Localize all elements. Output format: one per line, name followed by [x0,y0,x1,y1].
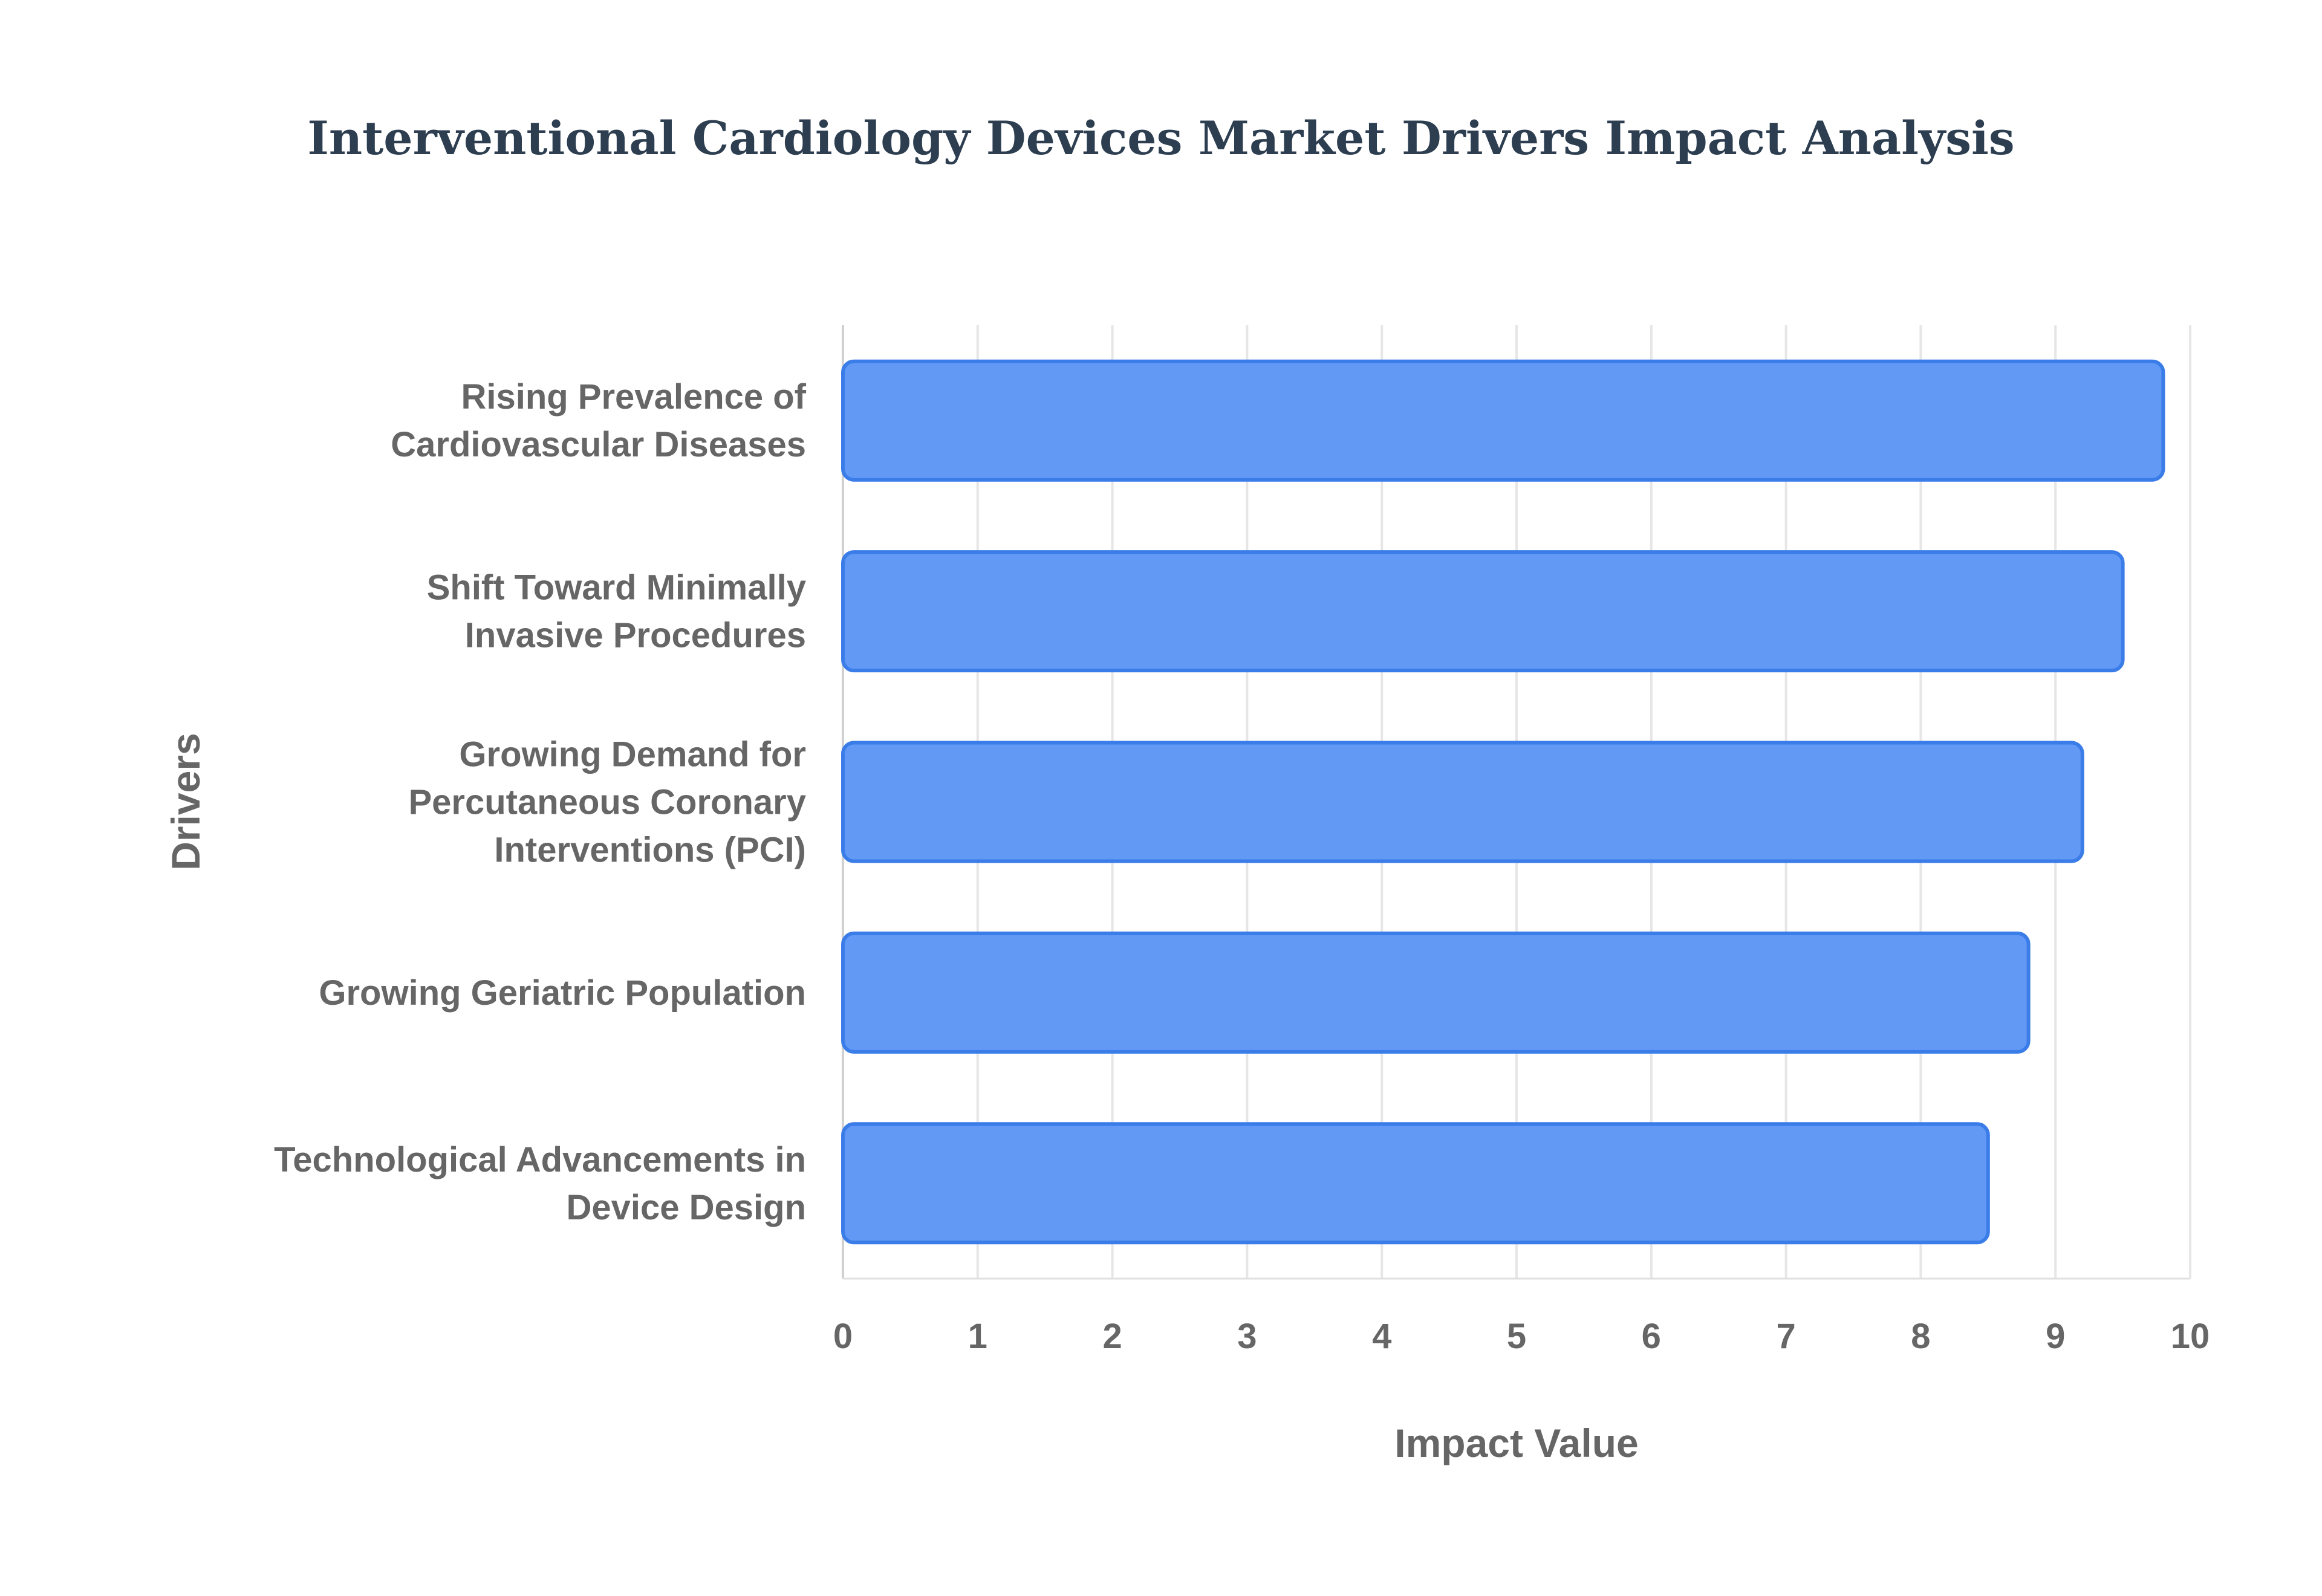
x-tick-label: 5 [1507,1317,1526,1356]
category-label: Rising Prevalence of Cardiovascular Disea… [391,377,806,464]
bar[interactable] [841,359,2165,482]
category-label: Growing Demand for Percutaneous Coronary I… [408,735,806,870]
x-tick-label: 4 [1372,1317,1391,1356]
bars [841,359,2165,1245]
category-label-line: Rising Prevalence of [461,377,806,417]
x-tick-label: 9 [2046,1317,2065,1356]
category-label-line: Percutaneous Coronary [408,783,806,822]
category-label-line: Technological Advancements in [274,1140,806,1179]
x-tick-label: 10 [2171,1317,2210,1356]
category-label: Growing Geriatric Population [319,973,806,1013]
category-label-line: Growing Geriatric Population [319,973,806,1013]
y-category-labels: Rising Prevalence of Cardiovascular Disea… [274,377,807,1227]
category-label-line: Device Design [566,1188,806,1227]
category-label-line: Cardiovascular Diseases [391,425,806,464]
x-tick-label: 6 [1642,1317,1661,1356]
category-label: Technological Advancements in Device Desi… [274,1140,806,1227]
x-tick-label: 0 [833,1317,853,1356]
category-label-line: Growing Demand for [459,735,806,774]
chart-title: Interventional Cardiology Devices Market… [307,111,2014,165]
category-label-line: Invasive Procedures [465,616,806,655]
bar[interactable] [841,1122,1990,1245]
bar[interactable] [841,550,2125,673]
category-label: Shift Toward Minimally Invasive Procedure… [427,568,806,655]
x-tick-label: 8 [1911,1317,1930,1356]
y-axis-title: Drivers [163,733,208,871]
category-label-line: Shift Toward Minimally [427,568,806,608]
x-tick-label: 3 [1237,1317,1257,1356]
x-tick-label: 7 [1776,1317,1795,1356]
bar[interactable] [841,741,2084,863]
x-tick-label: 1 [968,1317,987,1356]
x-tick-labels: 0 1 2 3 4 5 6 7 8 9 10 [833,1317,2210,1356]
bar[interactable] [841,931,2031,1054]
x-axis-title: Impact Value [1394,1421,1639,1465]
x-tick-label: 2 [1102,1317,1122,1356]
category-label-line: Interventions (PCI) [494,831,806,870]
